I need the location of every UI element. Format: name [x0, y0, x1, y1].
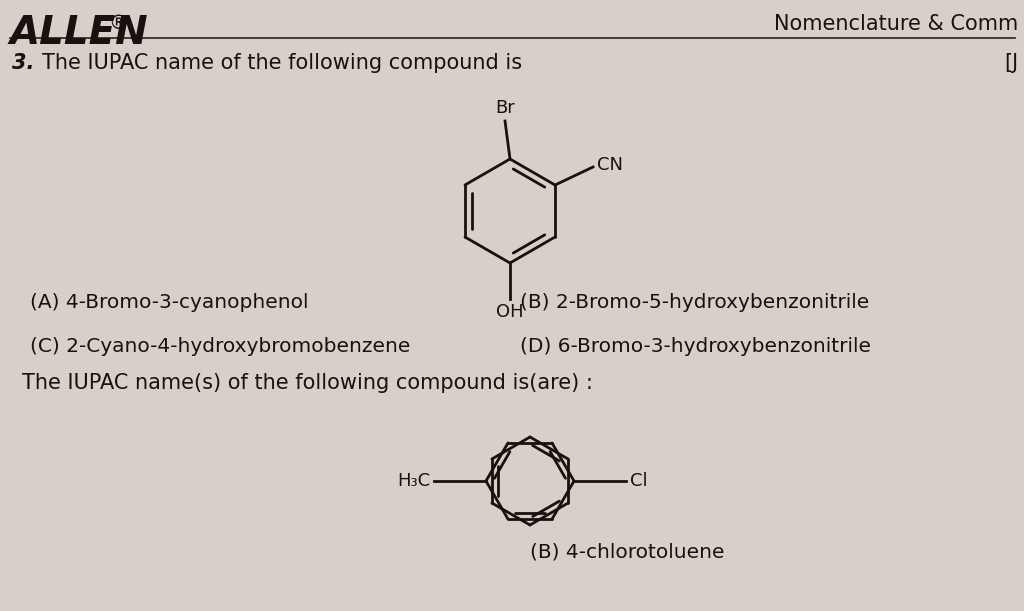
Text: ALLEN: ALLEN	[10, 14, 148, 52]
Text: CN: CN	[597, 156, 623, 174]
Text: The IUPAC name(s) of the following compound is(are) :: The IUPAC name(s) of the following compo…	[22, 373, 593, 393]
Text: (B) 2-Bromo-5-hydroxybenzonitrile: (B) 2-Bromo-5-hydroxybenzonitrile	[520, 293, 869, 312]
Text: ®: ®	[108, 14, 128, 33]
Text: (D) 6-Bromo-3-hydroxybenzonitrile: (D) 6-Bromo-3-hydroxybenzonitrile	[520, 337, 871, 356]
Text: (B) 4-chlorotoluene: (B) 4-chlorotoluene	[530, 543, 725, 562]
Text: The IUPAC name of the following compound is: The IUPAC name of the following compound…	[42, 53, 522, 73]
Text: Br: Br	[496, 99, 515, 117]
Text: (A) 4-Bromo-3-cyanophenol: (A) 4-Bromo-3-cyanophenol	[30, 293, 308, 312]
Text: (C) 2-Cyano-4-hydroxybromobenzene: (C) 2-Cyano-4-hydroxybromobenzene	[30, 337, 411, 356]
Text: H₃C: H₃C	[397, 472, 430, 490]
Text: OH: OH	[497, 303, 524, 321]
Text: [J: [J	[1004, 53, 1018, 73]
Text: Cl: Cl	[630, 472, 647, 490]
Text: Nomenclature & Comm: Nomenclature & Comm	[774, 14, 1018, 34]
Text: 3.: 3.	[12, 53, 35, 73]
